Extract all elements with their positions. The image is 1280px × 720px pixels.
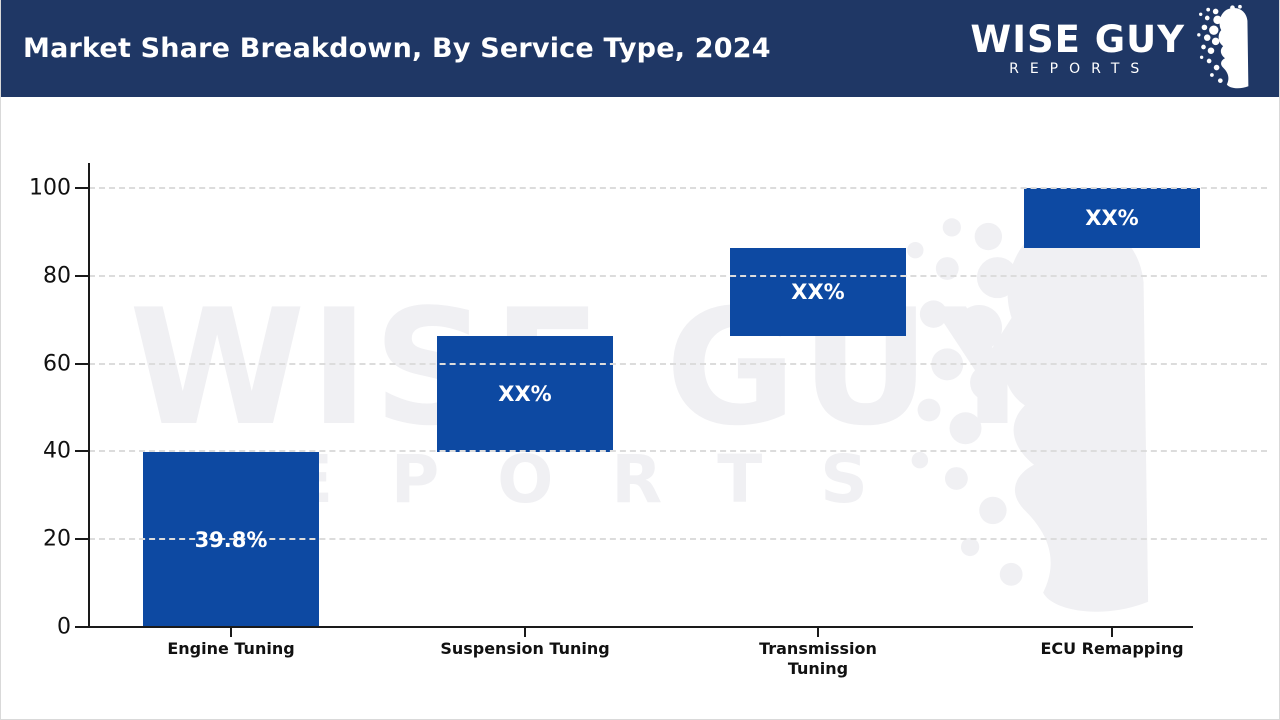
bar-value-label: XX% [1085,205,1139,230]
watermark-face-icon [879,200,1189,624]
y-tick-label: 60 [43,351,71,377]
y-tick-mark [75,538,88,541]
x-tick-label-engine-tuning: Engine Tuning [167,639,295,658]
logo-subtitle: REPORTS [1009,60,1151,77]
y-tick-label: 80 [43,263,71,289]
bar-transmission-tuning [730,247,906,337]
y-tick-mark [75,274,88,277]
bar-value-label: XX% [791,280,845,305]
gridline-100 [89,187,1267,189]
page-title: Market Share Breakdown, By Service Type,… [23,33,771,64]
gridline-60 [89,362,1267,365]
logo-wordmark: WISE GUY [970,17,1185,61]
x-tick-mark [1111,628,1113,637]
x-tick-mark [230,628,232,637]
y-tick-mark [75,450,88,453]
y-tick-mark [75,187,88,189]
gridline-80 [89,274,1267,277]
x-tick-label-transmission-tuning: Transmission Tuning [759,639,877,678]
header-bar: Market Share Breakdown, By Service Type,… [1,0,1279,97]
y-tick-label: 100 [29,175,71,201]
logo-text: WISE GUY REPORTS [970,21,1185,77]
x-tick-mark [817,628,819,637]
y-axis-line [88,163,90,628]
gridline-20 [89,538,1267,541]
bar-value-label: 39.8% [194,527,268,552]
logo-face-icon [1179,4,1271,94]
bar-ecu-remapping [1024,188,1200,248]
wise-guy-logo: WISE GUY REPORTS [970,4,1279,94]
bar-suspension-tuning [437,336,613,453]
y-tick-mark [75,626,88,628]
y-tick-label: 40 [43,438,71,464]
y-tick-mark [75,362,88,365]
bar-value-label: XX% [498,382,552,407]
x-tick-mark [524,628,526,637]
y-tick-label: 20 [43,526,71,552]
y-tick-label: 0 [57,614,71,640]
gridline-40 [89,450,1267,453]
x-tick-label-suspension-tuning: Suspension Tuning [440,639,610,658]
x-axis-line [85,626,1193,628]
x-tick-label-ecu-remapping: ECU Remapping [1040,639,1184,658]
